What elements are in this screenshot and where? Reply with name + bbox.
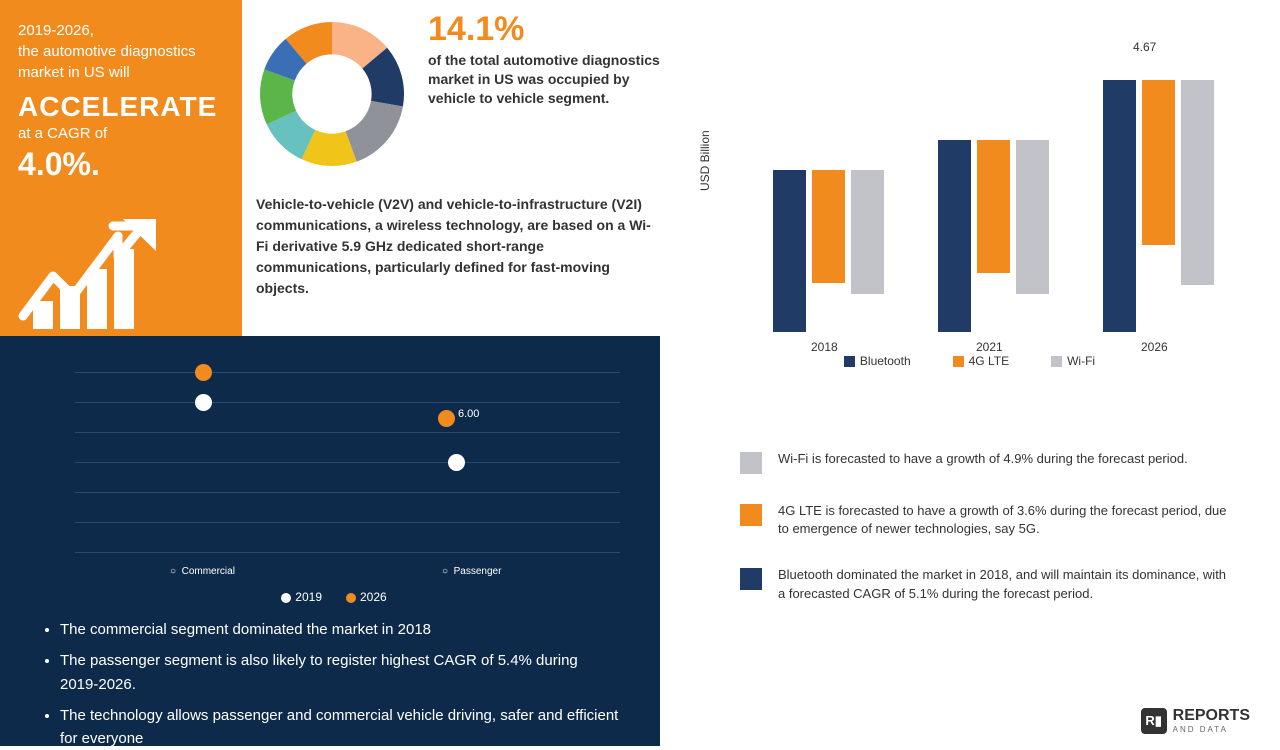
list-item: The commercial segment dominated the mar… — [60, 618, 620, 641]
intro-text: the automotive diagnostics market in US … — [18, 41, 224, 83]
forecast-note: Wi-Fi is forecasted to have a growth of … — [740, 450, 1230, 474]
logo-sub: AND DATA — [1173, 725, 1250, 734]
list-item: The passenger segment is also likely to … — [60, 649, 620, 696]
forecast-notes: Wi-Fi is forecasted to have a growth of … — [740, 450, 1230, 631]
bar-chart-section: USD Billion 4.67201820212026 Bluetooth4G… — [685, 4, 1240, 374]
reports-logo: R▮ REPORTS AND DATA — [1141, 707, 1250, 734]
cagr-value: 4.0%. — [18, 146, 224, 183]
bar-chart: 4.67201820212026 — [743, 32, 1238, 332]
period-text: 2019-2026, — [18, 20, 224, 41]
bar-chart-legend: Bluetooth4G LTEWi-Fi — [685, 354, 1240, 368]
dot-chart-panel: 6.00○ Commercial○ Passenger 20192026 The… — [0, 336, 660, 746]
accelerate-panel: 2019-2026, the automotive diagnostics ma… — [0, 0, 242, 336]
list-item: The technology allows passenger and comm… — [60, 704, 620, 750]
donut-chart — [242, 4, 422, 184]
donut-desc: of the total automotive diagnostics mark… — [428, 51, 660, 108]
v2v-paragraph: Vehicle-to-vehicle (V2V) and vehicle-to-… — [242, 194, 660, 299]
donut-section: 14.1% of the total automotive diagnostic… — [242, 4, 660, 299]
donut-percent: 14.1% — [428, 10, 660, 49]
logo-icon: R▮ — [1141, 708, 1167, 734]
dot-chart: 6.00○ Commercial○ Passenger — [40, 354, 620, 584]
bar-ylabel: USD Billion — [698, 130, 712, 191]
growth-arrow-icon — [18, 201, 168, 341]
forecast-note: Bluetooth dominated the market in 2018, … — [740, 566, 1230, 602]
cagr-label: at a CAGR of — [18, 125, 224, 142]
forecast-note: 4G LTE is forecasted to have a growth of… — [740, 502, 1230, 538]
logo-main: REPORTS — [1173, 707, 1250, 724]
bullet-list: The commercial segment dominated the mar… — [40, 618, 620, 750]
dot-chart-legend: 20192026 — [40, 590, 620, 604]
accelerate-heading: ACCELERATE — [18, 91, 224, 123]
